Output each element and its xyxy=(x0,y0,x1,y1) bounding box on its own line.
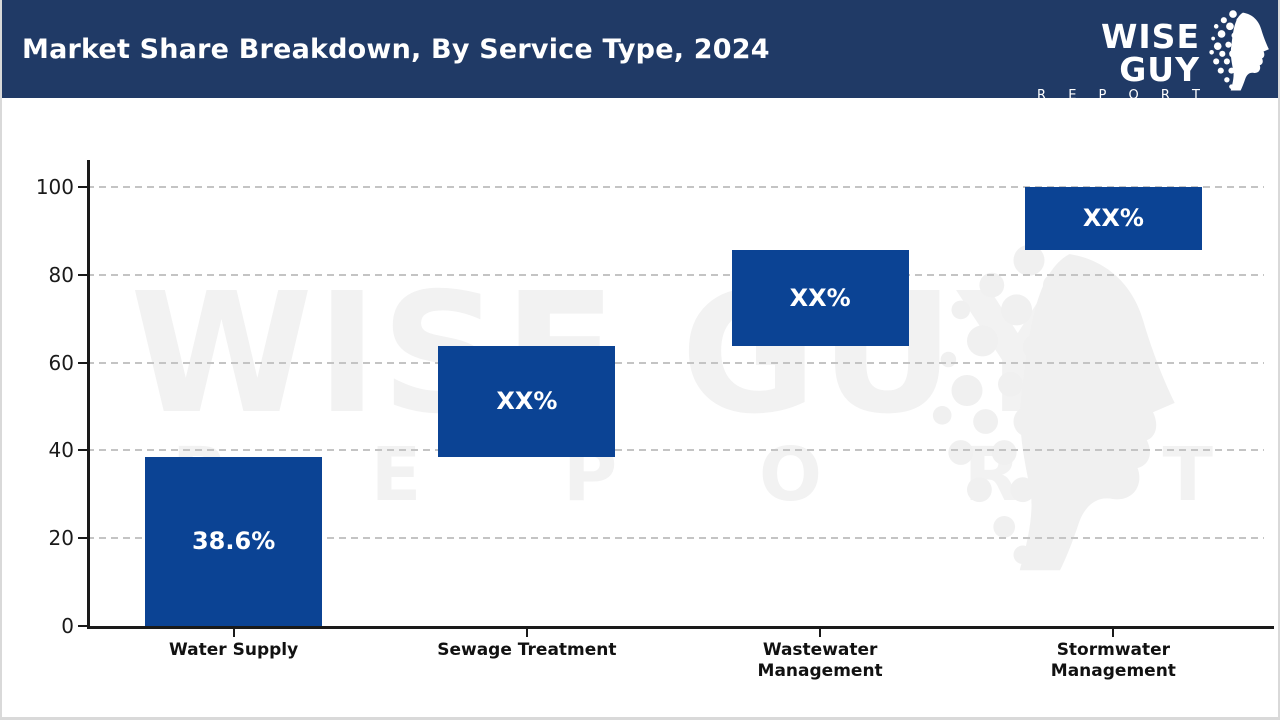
bar-value-label: XX% xyxy=(789,283,851,312)
y-axis-tick xyxy=(78,186,87,188)
gridline xyxy=(87,273,1264,276)
x-category-label: Water Supply xyxy=(169,640,299,660)
bar: XX% xyxy=(1024,187,1202,250)
x-axis-tick xyxy=(1112,628,1115,637)
y-axis-tick xyxy=(78,449,87,452)
brand-tagline: R E P O R T S xyxy=(1037,88,1209,116)
y-tick-label: 100 xyxy=(35,175,74,199)
bar: XX% xyxy=(438,345,616,457)
x-axis-tick xyxy=(819,628,822,637)
gridline xyxy=(87,449,1264,452)
bar: 38.6% xyxy=(145,456,323,626)
watermark-head-icon xyxy=(932,244,1175,571)
y-axis-tick xyxy=(78,625,87,627)
x-category-label: Sewage Treatment xyxy=(437,640,617,660)
bar-value-label: 38.6% xyxy=(191,527,276,556)
bar-value-label: XX% xyxy=(496,387,558,416)
gridline xyxy=(87,186,1264,188)
page-title: Market Share Breakdown, By Service Type,… xyxy=(22,33,770,65)
y-axis-tick xyxy=(78,537,87,540)
y-tick-label: 0 xyxy=(61,614,74,638)
x-category-label: Wastewater Management xyxy=(757,640,883,682)
y-tick-label: 40 xyxy=(48,438,74,463)
bar-value-label: XX% xyxy=(1082,204,1144,233)
y-axis-tick xyxy=(78,273,87,276)
header-bar: Market Share Breakdown, By Service Type,… xyxy=(2,0,1278,115)
y-tick-label: 60 xyxy=(48,350,74,375)
gridline xyxy=(87,537,1264,540)
brand-name: WISE GUY xyxy=(1101,17,1200,89)
y-tick-label: 20 xyxy=(48,526,74,551)
bar: XX% xyxy=(731,249,909,346)
brand-logo: WISE GUY R E P O R T S xyxy=(1022,6,1272,115)
x-axis-tick xyxy=(232,628,235,637)
y-axis xyxy=(87,160,90,628)
gridline xyxy=(87,361,1264,364)
brand-text: WISE GUY R E P O R T S xyxy=(1022,20,1200,115)
x-axis xyxy=(87,626,1274,629)
x-category-label: Stormwater Management xyxy=(1050,640,1176,682)
y-axis-tick xyxy=(78,361,87,364)
x-axis-tick xyxy=(525,628,528,637)
y-tick-label: 80 xyxy=(48,262,74,287)
head-profile-icon xyxy=(1209,10,1269,91)
